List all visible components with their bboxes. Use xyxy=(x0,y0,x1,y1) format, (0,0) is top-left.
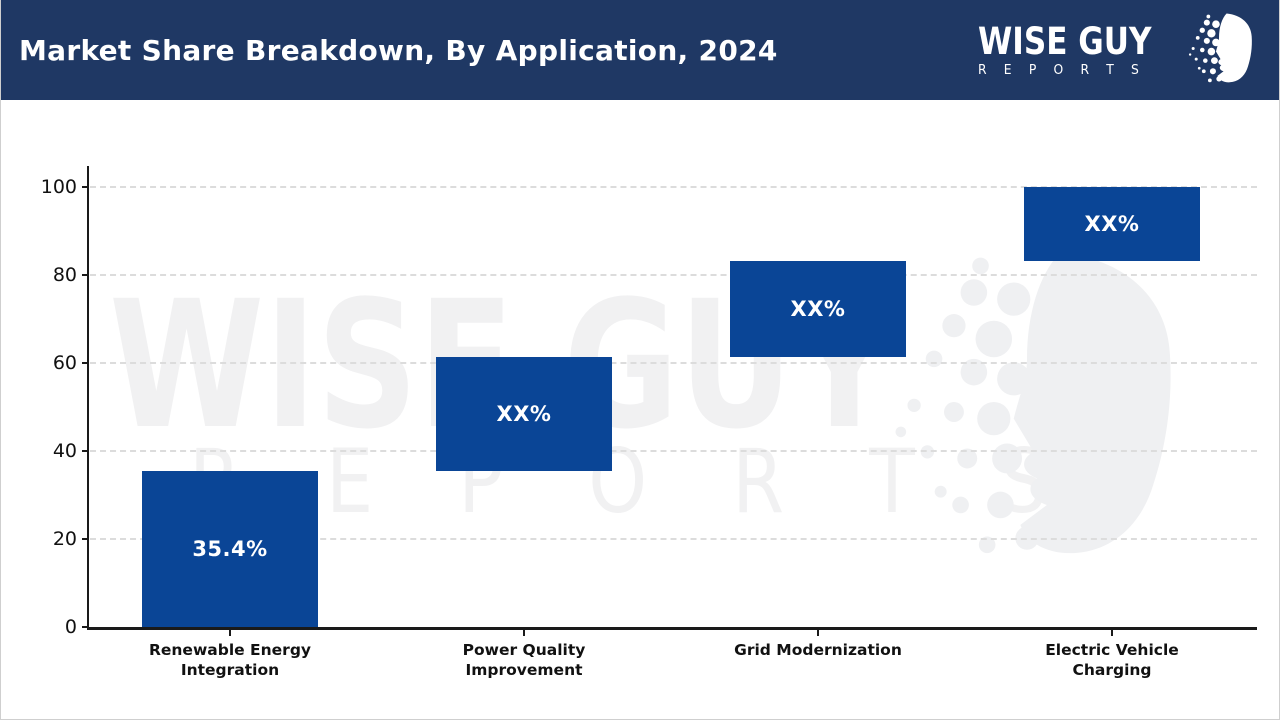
dotted-face-icon xyxy=(1188,13,1252,83)
bar-value-label: 35.4% xyxy=(192,537,268,562)
logo-wordmark: WISE GUY xyxy=(978,20,1152,63)
gridline xyxy=(90,362,1257,364)
y-tick-label: 80 xyxy=(52,264,77,286)
category-label-line: Electric Vehicle xyxy=(1045,641,1179,659)
bar-value-label: XX% xyxy=(496,402,552,427)
y-axis-line xyxy=(87,166,89,629)
category-label-line: Grid Modernization xyxy=(734,641,902,659)
bar: XX% xyxy=(436,356,612,472)
chart-title: Market Share Breakdown, By Application, … xyxy=(19,33,778,67)
brand-logo-text: WISE GUY R E P O R T S xyxy=(978,23,1185,77)
category-label: Electric Vehicle Charging xyxy=(962,640,1262,680)
category-label: Grid Modernization xyxy=(668,640,968,660)
category-label: Renewable Energy Integration xyxy=(80,640,380,680)
x-tick-mark xyxy=(817,629,819,636)
category-label-line: Renewable Energy xyxy=(148,641,312,659)
y-tick-label: 100 xyxy=(40,176,77,198)
y-tick-mark xyxy=(82,626,89,628)
brand-logo: WISE GUY R E P O R T S xyxy=(978,7,1257,93)
category-label-line: Power Quality xyxy=(462,641,586,659)
category-label-line: Improvement xyxy=(465,661,583,679)
category-label: Power Quality Improvement xyxy=(374,640,674,680)
header-bar: Market Share Breakdown, By Application, … xyxy=(1,0,1279,100)
x-axis-line xyxy=(87,627,1257,630)
y-tick-mark xyxy=(82,538,89,540)
bar-value-label: XX% xyxy=(1084,211,1140,236)
y-tick-label: 20 xyxy=(52,528,77,550)
gridline xyxy=(90,186,1257,188)
plot-area: 0 20 40 60 80 100 35.4% XX% XX% XX% Renewable Ener… xyxy=(1,100,1279,719)
x-tick-mark xyxy=(229,629,231,636)
gridline xyxy=(90,450,1257,452)
logo-reports-label: R E P O R T S xyxy=(978,63,1146,78)
gridline xyxy=(90,274,1257,276)
category-label-line: Charging xyxy=(1072,661,1152,679)
y-tick-label: 60 xyxy=(52,352,77,374)
chart-canvas: WISE GUY R E P O R T S 0 20 40 60 80 100 35.4%… xyxy=(1,100,1279,719)
x-tick-mark xyxy=(1111,629,1113,636)
y-tick-mark xyxy=(82,450,89,452)
x-tick-mark xyxy=(523,629,525,636)
y-tick-label: 0 xyxy=(64,616,77,638)
y-tick-label: 40 xyxy=(52,440,77,462)
y-tick-mark xyxy=(82,274,89,276)
bar: XX% xyxy=(730,260,906,357)
bar-value-label: XX% xyxy=(790,296,846,321)
bar: XX% xyxy=(1024,187,1200,261)
category-label-line: Integration xyxy=(180,661,280,679)
gridline xyxy=(90,538,1257,540)
y-tick-mark xyxy=(82,362,89,364)
bar: 35.4% xyxy=(142,471,318,627)
y-tick-mark xyxy=(82,186,89,188)
